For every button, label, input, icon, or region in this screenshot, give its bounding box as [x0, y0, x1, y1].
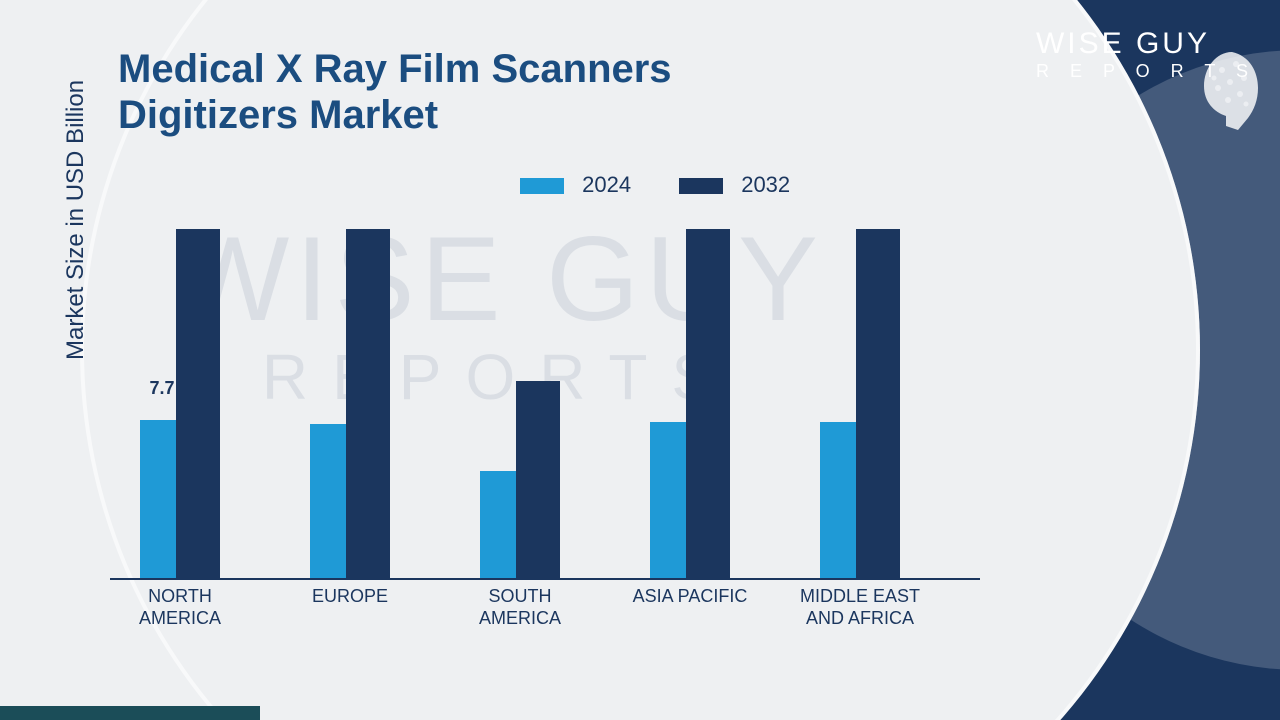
legend-label: 2032: [741, 172, 790, 197]
x-category-label: EUROPE: [280, 586, 420, 608]
bar-2032: [176, 229, 220, 578]
bar-2032: [516, 381, 560, 578]
chart-title: Medical X Ray Film Scanners Digitizers M…: [118, 46, 798, 138]
bar-2032: [856, 229, 900, 578]
legend-item: 2032: [679, 172, 790, 198]
legend-label: 2024: [582, 172, 631, 197]
brand-logo: WISE GUY R E P O R T S: [1036, 28, 1256, 80]
legend: 2024 2032: [520, 172, 790, 198]
bar-2032: [686, 229, 730, 578]
footer-accent-bar: [0, 706, 260, 720]
logo-head-icon: [1192, 48, 1262, 134]
legend-swatch-2024: [520, 178, 564, 194]
legend-item: 2024: [520, 172, 631, 198]
page: WISE GUY REPORTS WISE GUY R E P O R T S …: [0, 0, 1280, 720]
y-axis-label: Market Size in USD Billion: [62, 80, 90, 360]
x-axis-line: [110, 578, 980, 580]
x-category-label: SOUTH AMERICA: [450, 586, 590, 629]
legend-swatch-2032: [679, 178, 723, 194]
chart-plot-area: 7.7NORTH AMERICAEUROPESOUTH AMERICAASIA …: [110, 210, 980, 580]
x-category-label: ASIA PACIFIC: [620, 586, 760, 608]
bar-2032: [346, 229, 390, 578]
x-category-label: MIDDLE EAST AND AFRICA: [790, 586, 930, 629]
x-category-label: NORTH AMERICA: [110, 586, 250, 629]
